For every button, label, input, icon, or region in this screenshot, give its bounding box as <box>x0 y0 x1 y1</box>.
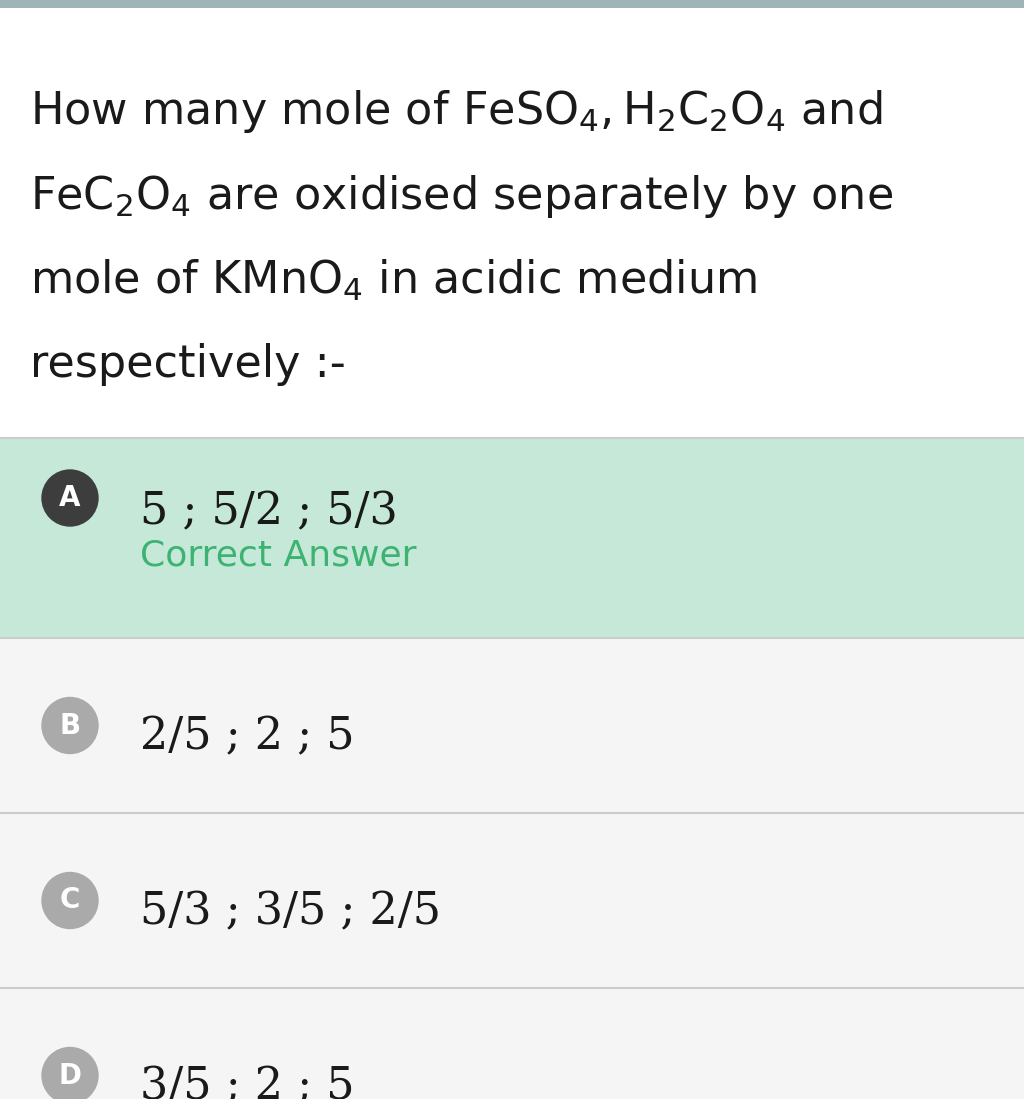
FancyBboxPatch shape <box>0 439 1024 639</box>
Text: 3/5 ; 2 ; 5: 3/5 ; 2 ; 5 <box>140 1066 354 1099</box>
Text: How many mole of $\mathrm{FeSO_4, H_2C_2O_4}$ and: How many mole of $\mathrm{FeSO_4, H_2C_2… <box>30 88 883 135</box>
Circle shape <box>42 698 98 754</box>
Text: D: D <box>58 1062 82 1089</box>
Circle shape <box>42 1047 98 1099</box>
Text: mole of $\mathrm{KMnO_4}$ in acidic medium: mole of $\mathrm{KMnO_4}$ in acidic medi… <box>30 258 757 303</box>
Text: $\mathrm{FeC_2O_4}$ are oxidised separately by one: $\mathrm{FeC_2O_4}$ are oxidised separat… <box>30 173 893 220</box>
Circle shape <box>42 873 98 929</box>
Text: 5/3 ; 3/5 ; 2/5: 5/3 ; 3/5 ; 2/5 <box>140 890 441 934</box>
Text: respectively :-: respectively :- <box>30 343 346 386</box>
Text: Correct Answer: Correct Answer <box>140 539 417 571</box>
FancyBboxPatch shape <box>0 639 1024 813</box>
Text: A: A <box>59 484 81 512</box>
FancyBboxPatch shape <box>0 988 1024 1099</box>
Text: 2/5 ; 2 ; 5: 2/5 ; 2 ; 5 <box>140 715 354 758</box>
Text: 5 ; 5/2 ; 5/3: 5 ; 5/2 ; 5/3 <box>140 490 397 533</box>
FancyBboxPatch shape <box>0 813 1024 988</box>
Circle shape <box>42 470 98 526</box>
Text: B: B <box>59 711 81 740</box>
Text: C: C <box>59 887 80 914</box>
FancyBboxPatch shape <box>0 0 1024 8</box>
